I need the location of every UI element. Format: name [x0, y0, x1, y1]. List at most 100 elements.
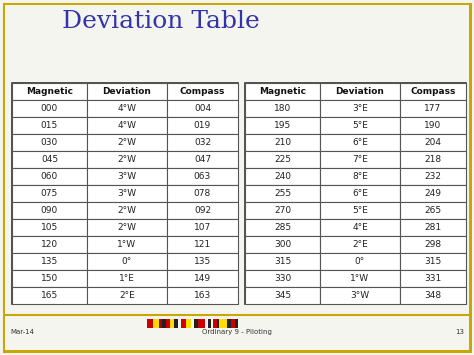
Bar	[320, 134, 400, 151]
Bar	[87, 168, 167, 185]
Text: 135: 135	[41, 257, 58, 266]
Bar	[87, 100, 167, 117]
Text: 000: 000	[41, 104, 58, 113]
Bar	[400, 83, 466, 100]
Bar	[400, 185, 466, 202]
Bar	[400, 202, 466, 219]
Text: 105: 105	[41, 223, 58, 232]
Text: 078: 078	[194, 189, 211, 198]
Text: Deviation: Deviation	[336, 87, 384, 96]
Text: 330: 330	[274, 274, 291, 283]
Bar	[400, 117, 466, 134]
Bar	[213, 319, 217, 328]
Bar	[87, 287, 167, 304]
Bar	[87, 219, 167, 236]
Bar	[223, 319, 227, 328]
Text: 177: 177	[424, 104, 442, 113]
Text: 13: 13	[455, 329, 464, 335]
Bar	[12, 100, 87, 117]
Text: 218: 218	[424, 155, 442, 164]
Bar	[12, 117, 87, 134]
Bar	[320, 236, 400, 253]
Bar	[87, 117, 167, 134]
Bar	[320, 83, 400, 100]
Bar	[159, 319, 162, 328]
Text: 004: 004	[194, 104, 211, 113]
Bar	[12, 253, 87, 270]
Bar	[198, 319, 205, 328]
Bar	[245, 151, 320, 168]
Text: 015: 015	[41, 121, 58, 130]
Bar	[12, 151, 87, 168]
Text: 5°E: 5°E	[352, 121, 368, 130]
Bar	[245, 253, 320, 270]
Text: 060: 060	[41, 172, 58, 181]
Bar	[320, 287, 400, 304]
Text: 063: 063	[194, 172, 211, 181]
Bar	[245, 270, 320, 287]
Bar	[186, 319, 191, 328]
Text: Mar-14: Mar-14	[10, 329, 34, 335]
Text: Deviation: Deviation	[102, 87, 151, 96]
Text: 163: 163	[194, 291, 211, 300]
Text: 2°E: 2°E	[119, 291, 135, 300]
Text: 120: 120	[41, 240, 58, 249]
Text: Deviation Table: Deviation Table	[62, 10, 260, 33]
Bar	[87, 185, 167, 202]
Text: 298: 298	[424, 240, 442, 249]
Bar	[167, 134, 238, 151]
Bar	[12, 83, 238, 304]
Text: 249: 249	[425, 189, 441, 198]
Bar	[219, 319, 223, 328]
Bar	[12, 134, 87, 151]
Bar	[217, 319, 219, 328]
Bar	[400, 236, 466, 253]
Bar	[170, 319, 174, 328]
Text: 331: 331	[424, 274, 442, 283]
Bar	[12, 287, 87, 304]
Text: 204: 204	[425, 138, 441, 147]
Bar	[174, 319, 178, 328]
Bar	[166, 319, 170, 328]
Text: 6°E: 6°E	[352, 138, 368, 147]
Text: 300: 300	[274, 240, 291, 249]
Text: 030: 030	[41, 138, 58, 147]
Text: 348: 348	[424, 291, 442, 300]
Bar	[167, 219, 238, 236]
Bar	[245, 83, 466, 304]
Bar	[245, 117, 320, 134]
Text: 2°E: 2°E	[352, 240, 368, 249]
Bar	[87, 202, 167, 219]
Bar	[320, 270, 400, 287]
Bar	[167, 168, 238, 185]
Bar	[167, 185, 238, 202]
Text: 045: 045	[41, 155, 58, 164]
Text: 3°W: 3°W	[350, 291, 370, 300]
Text: 3°E: 3°E	[352, 104, 368, 113]
Text: 150: 150	[41, 274, 58, 283]
Bar	[320, 202, 400, 219]
Text: 019: 019	[194, 121, 211, 130]
Text: 265: 265	[424, 206, 442, 215]
Bar	[12, 202, 87, 219]
Text: 4°W: 4°W	[118, 104, 137, 113]
Bar	[211, 319, 213, 328]
Bar	[320, 185, 400, 202]
Bar	[320, 100, 400, 117]
Bar	[87, 270, 167, 287]
Text: 281: 281	[424, 223, 442, 232]
Bar	[194, 319, 198, 328]
Bar	[320, 117, 400, 134]
Bar	[12, 185, 87, 202]
Text: 121: 121	[194, 240, 211, 249]
Bar	[12, 168, 87, 185]
Bar	[245, 168, 320, 185]
Bar	[245, 185, 320, 202]
Text: 190: 190	[424, 121, 442, 130]
Bar	[87, 253, 167, 270]
Text: Magnetic: Magnetic	[26, 87, 73, 96]
Text: 225: 225	[274, 155, 291, 164]
Text: 047: 047	[194, 155, 211, 164]
Text: 5°E: 5°E	[352, 206, 368, 215]
Bar	[245, 202, 320, 219]
